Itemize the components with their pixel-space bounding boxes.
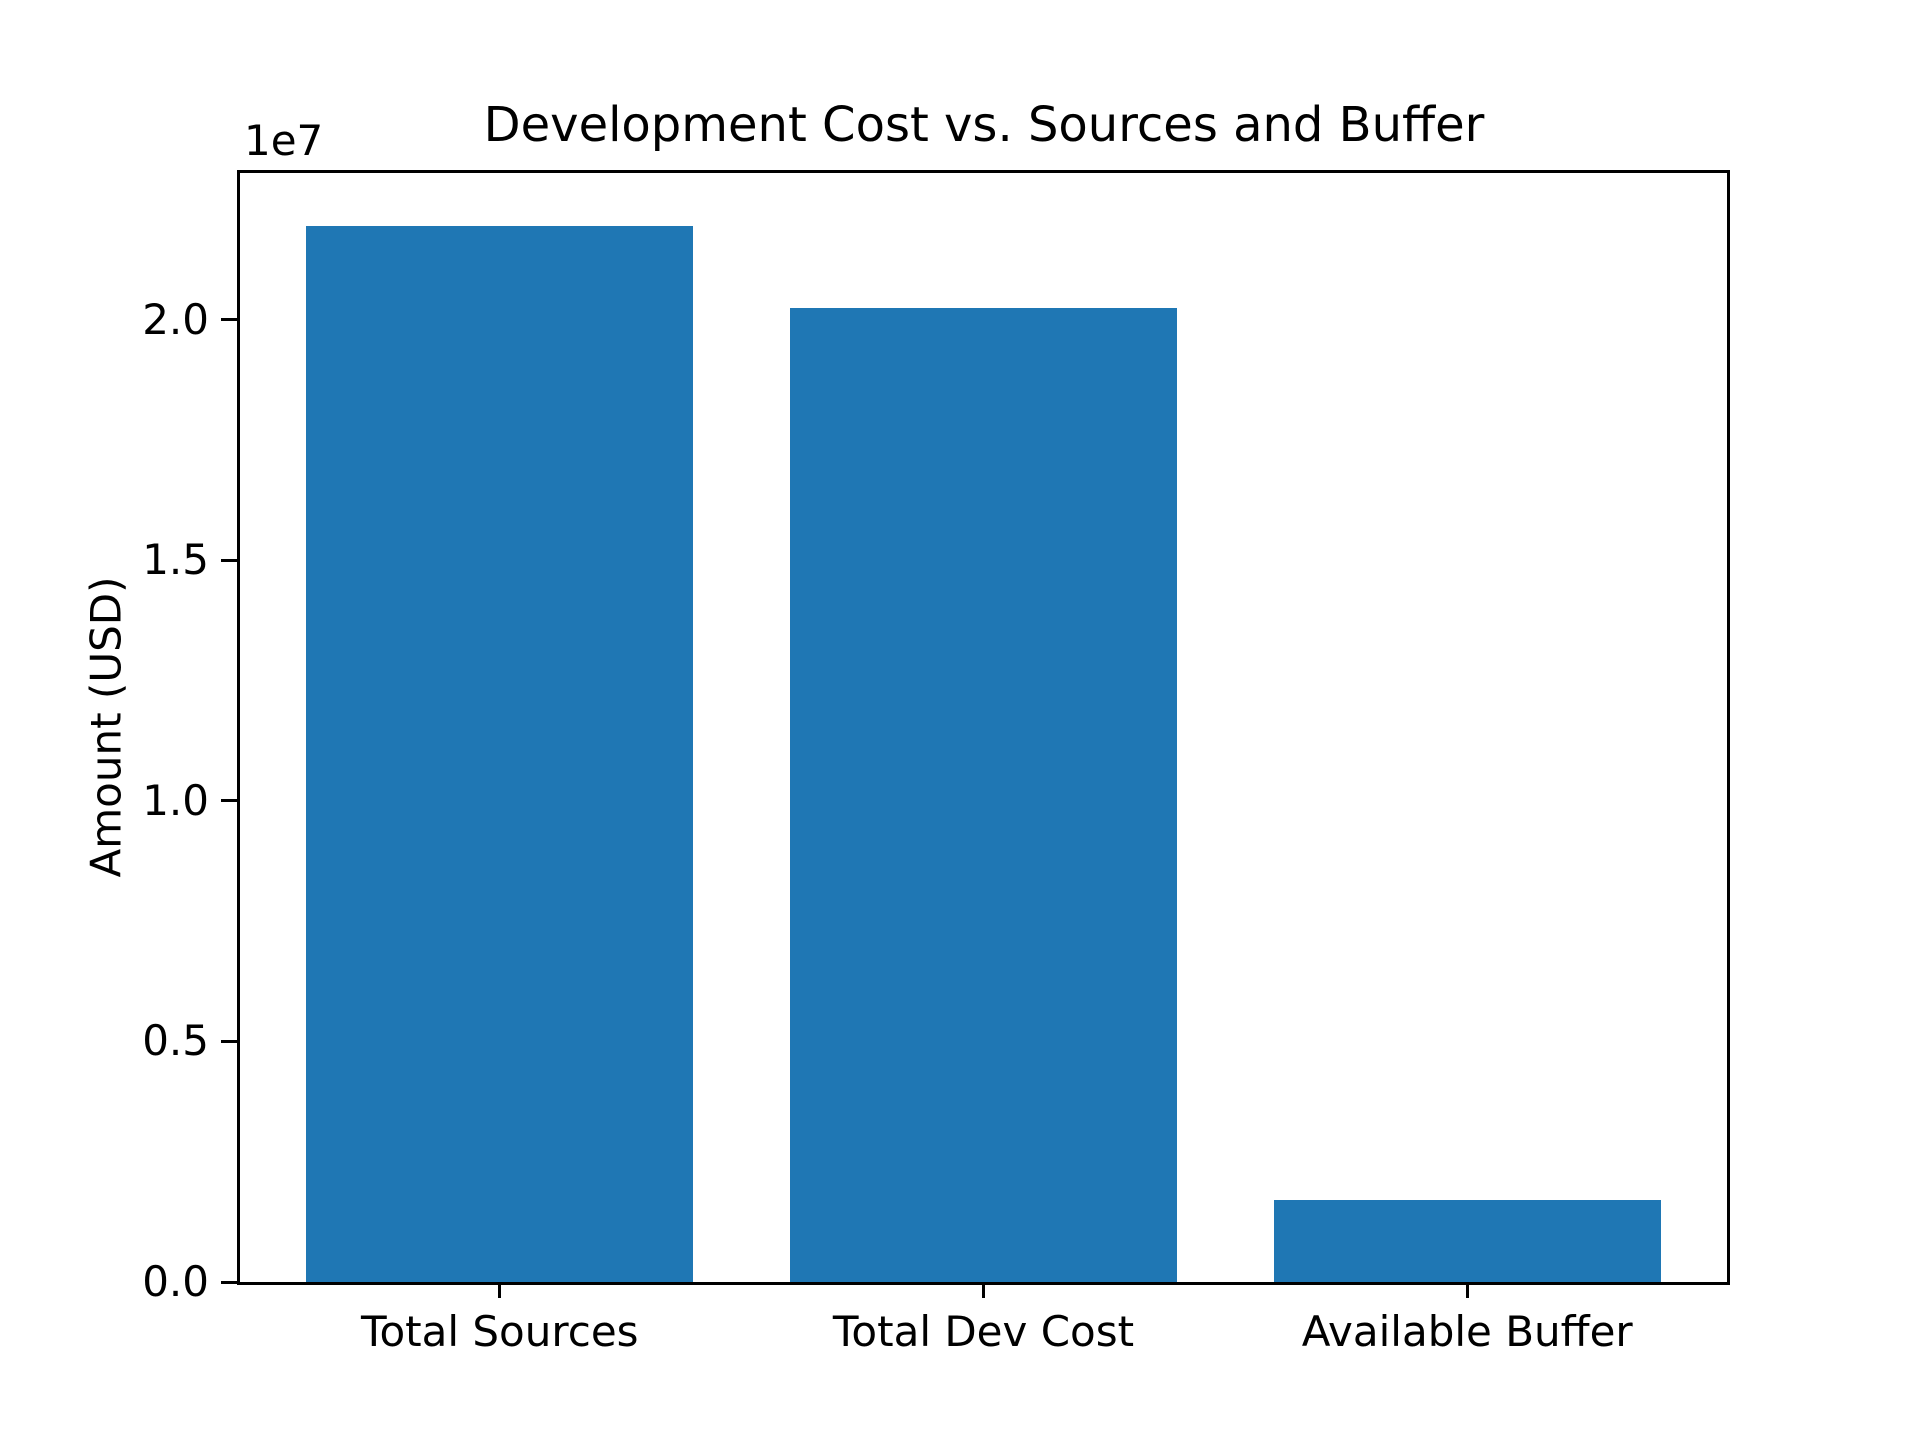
bar-total-sources bbox=[306, 226, 694, 1282]
y-tick-label: 1.5 bbox=[142, 535, 209, 585]
y-tick-mark bbox=[221, 799, 237, 803]
x-tick-label-available-buffer: Available Buffer bbox=[1301, 1307, 1633, 1356]
y-tick-mark bbox=[221, 558, 237, 562]
bar-total-dev-cost bbox=[790, 308, 1177, 1282]
y-tick-mark bbox=[221, 1039, 237, 1043]
y-tick-mark bbox=[221, 1280, 237, 1284]
y-axis-label: Amount (USD) bbox=[81, 576, 131, 878]
chart-title: Development Cost vs. Sources and Buffer bbox=[483, 97, 1485, 153]
y-tick-label: 2.0 bbox=[142, 294, 209, 344]
y-tick-label: 0.5 bbox=[142, 1016, 209, 1066]
plot-area bbox=[237, 170, 1730, 1285]
y-axis-offset-text: 1e7 bbox=[244, 116, 324, 165]
bar-available-buffer bbox=[1273, 1200, 1661, 1282]
y-tick-label: 1.0 bbox=[142, 775, 209, 825]
y-tick-mark bbox=[221, 318, 237, 322]
x-tick-label-total-sources: Total Sources bbox=[360, 1307, 639, 1356]
x-tick-label-total-dev-cost: Total Dev Cost bbox=[832, 1307, 1135, 1356]
y-tick-label: 0.0 bbox=[142, 1257, 209, 1306]
x-tick-mark bbox=[982, 1282, 985, 1298]
x-tick-mark bbox=[498, 1282, 502, 1298]
x-tick-mark bbox=[1465, 1282, 1469, 1298]
